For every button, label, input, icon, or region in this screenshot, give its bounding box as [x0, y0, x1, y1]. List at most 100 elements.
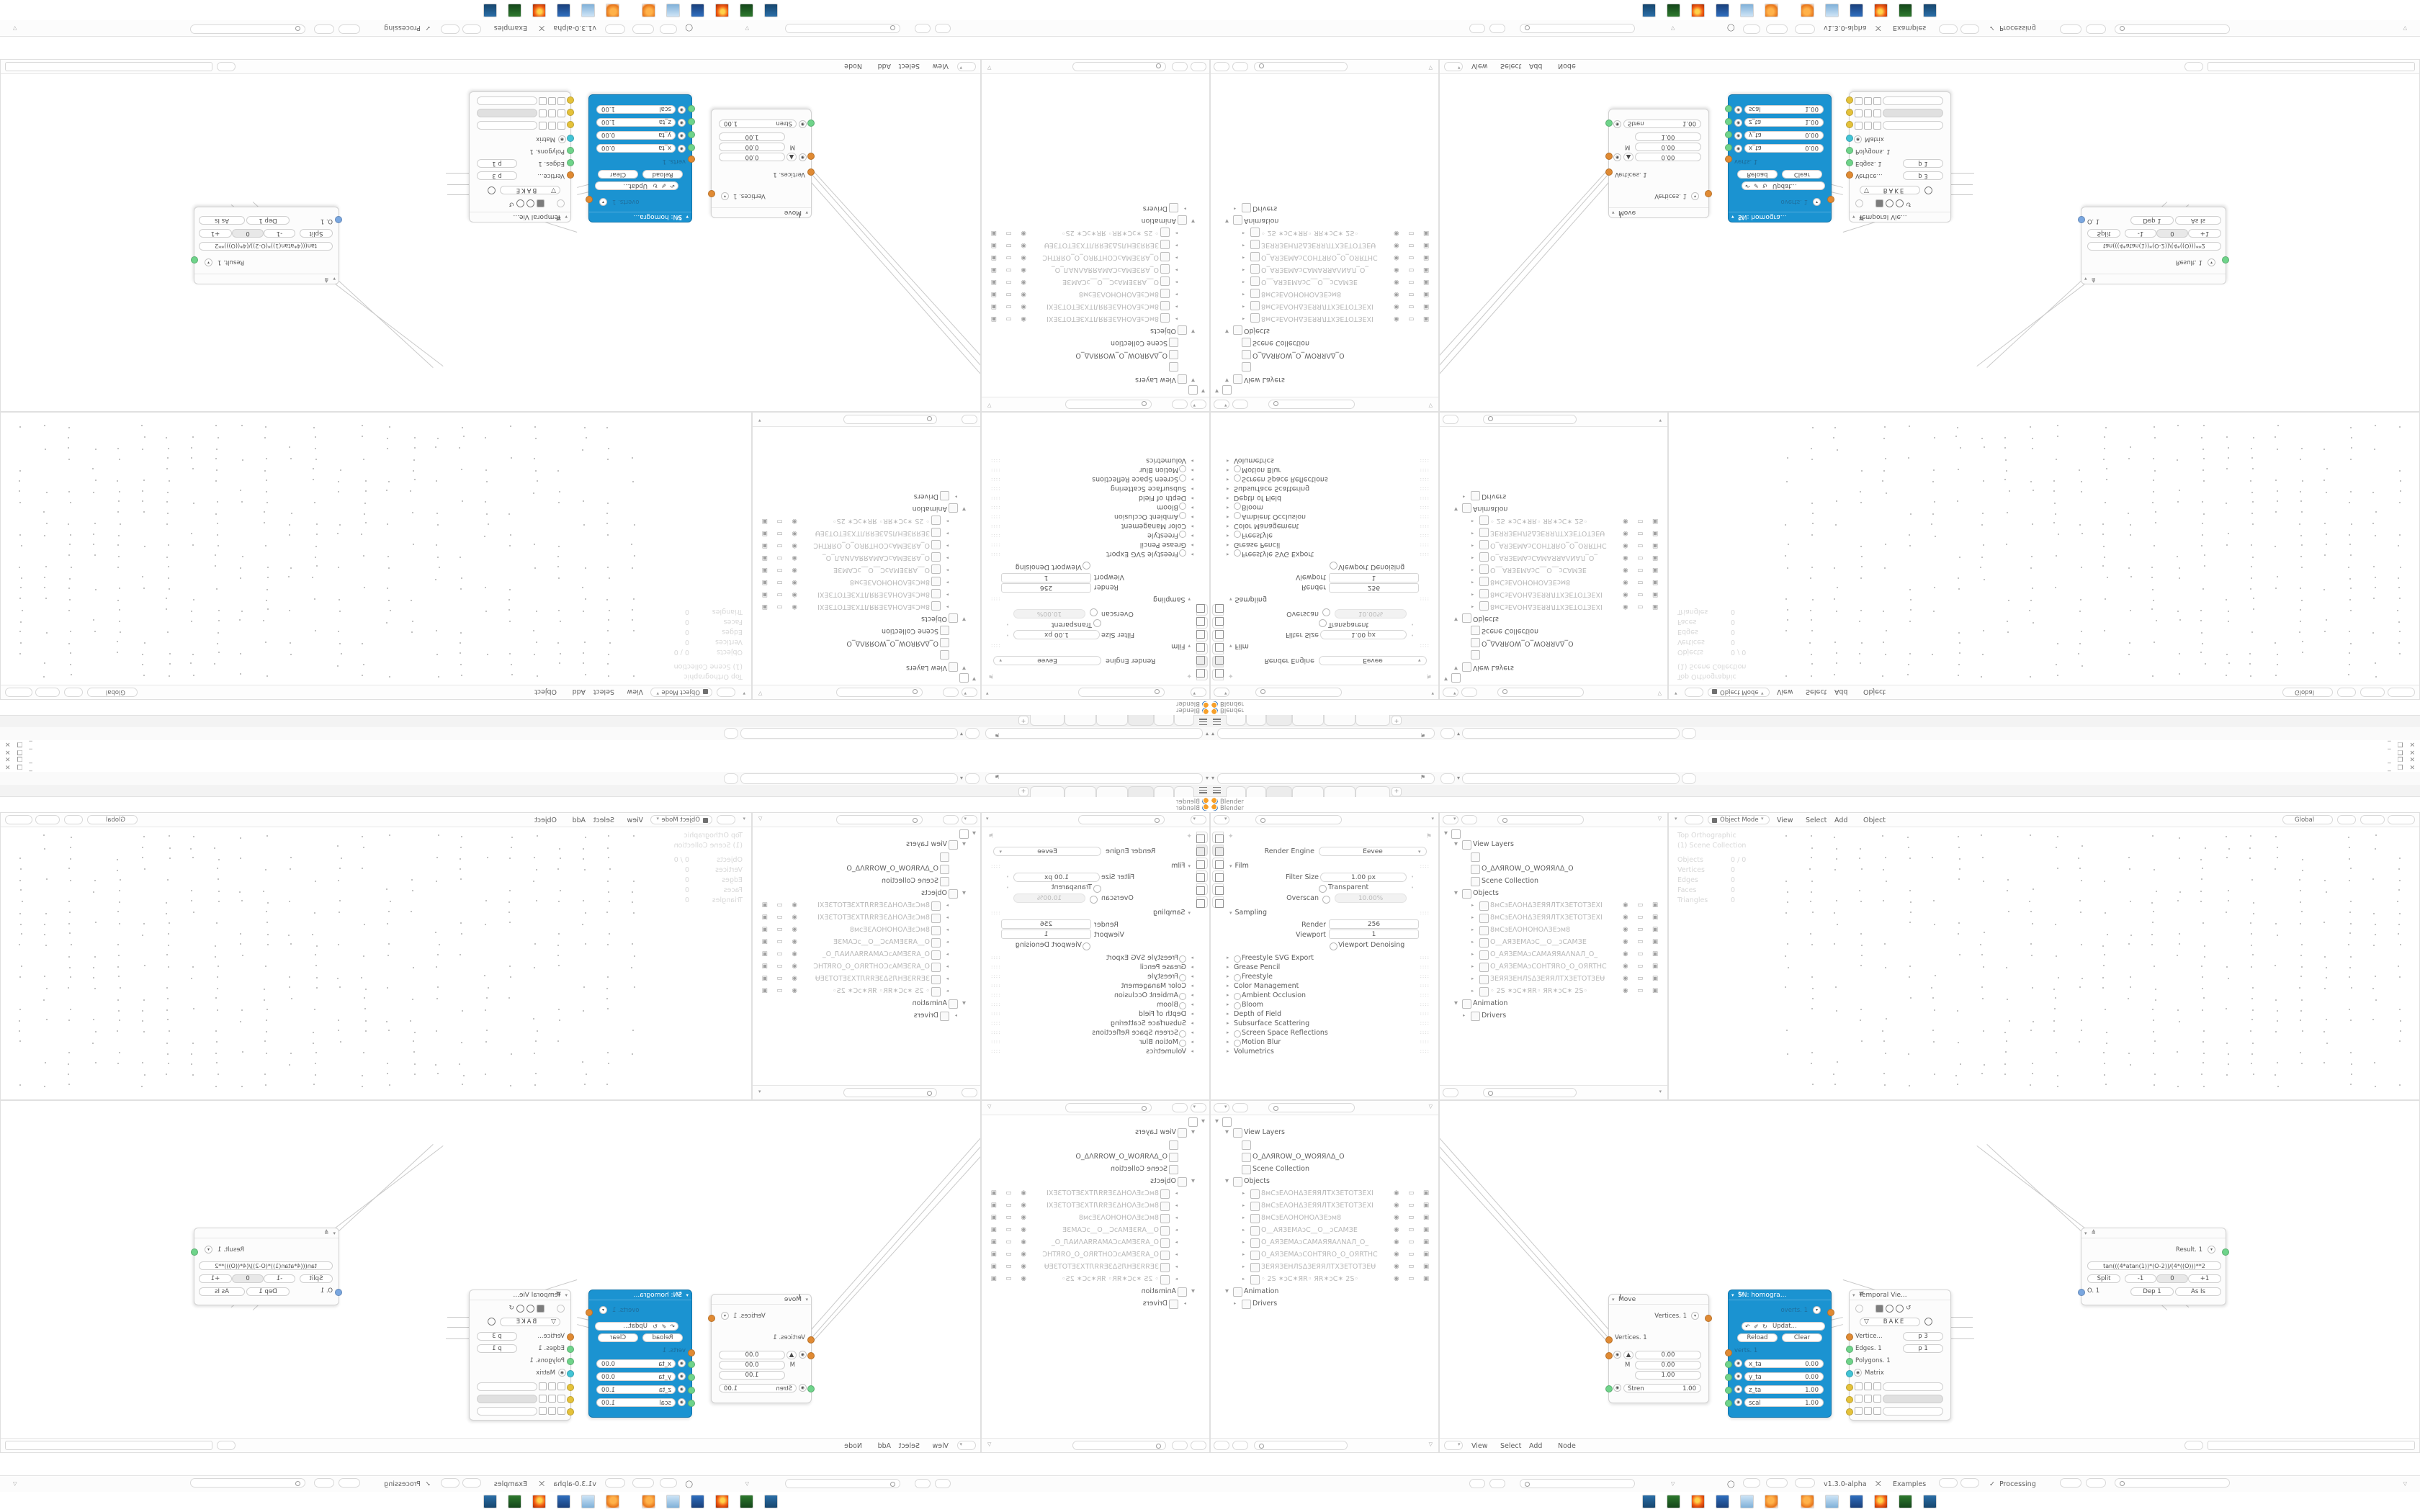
section-label-10[interactable]: Volumetrics [1146, 456, 1186, 464]
outliner-row[interactable]: ▸ Drivers [753, 1009, 980, 1022]
outliner-row[interactable]: Scene Collection [1211, 337, 1438, 349]
status-examples[interactable]: Examples [1893, 1480, 1927, 1488]
socket-tv-extra-0[interactable] [1846, 1384, 1853, 1391]
taskbar-blender-icon[interactable] [642, 4, 655, 17]
outliner-search-2[interactable] [1065, 1103, 1152, 1112]
sampling-render-field[interactable]: 256 [1001, 919, 1091, 929]
disclosure-triangle[interactable]: ▸ [1242, 1227, 1245, 1233]
node-menu-view[interactable]: View [1471, 1442, 1488, 1450]
transform-icon-1[interactable] [1873, 1395, 1881, 1403]
socket-tv-3[interactable] [1846, 1370, 1853, 1377]
node-sn-update-button[interactable]: ↶ ✐ ↻ Updat... [1742, 1322, 1825, 1331]
section-arrow-1[interactable]: ▸ [1191, 542, 1193, 548]
section-arrow-2[interactable]: ▸ [1191, 973, 1193, 979]
vector-icon-2[interactable]: ◉ [1613, 120, 1621, 128]
browser-tab-5[interactable] [1030, 786, 1065, 797]
outliner-row[interactable]: ▼ View Layers [1211, 1126, 1438, 1138]
taskbar-alt-image-icon[interactable] [1825, 1495, 1839, 1508]
section-checkbox-9[interactable] [1234, 1040, 1241, 1047]
properties-tab-output-icon[interactable] [1212, 858, 1224, 869]
footer-search-2[interactable] [1254, 1441, 1348, 1450]
outliner-row[interactable]: ▸ ЗEЯЯЗEHЛSΔЗEЯЯЛTXЗETOTЗEɄ ◉ ▭ ▣ [753, 973, 980, 985]
visibility-toggles[interactable]: ◉ ▭ ▣ [987, 1275, 1026, 1282]
socket-tv-3[interactable] [1846, 135, 1853, 142]
footer-search[interactable] [843, 415, 937, 424]
visibility-toggles[interactable]: ◉ ▭ ▣ [758, 591, 797, 598]
outliner-row[interactable]: ▸ Drivers [982, 202, 1209, 215]
status-data-mode[interactable] [2086, 24, 2106, 34]
socket-in-m[interactable] [807, 1352, 815, 1359]
outliner-row[interactable]: ▸ O_AЯЗEMAɔCAMAЯЯAΛNАЛ_O_ ◉ ▭ ▣ [1440, 552, 1667, 564]
node-formula[interactable]: ▾ ⋔ Result. 1 ▾ tan(((4*atan(1))*(O-2))/(4*(… [2078, 1228, 2229, 1305]
footer-search[interactable] [843, 1088, 937, 1097]
socket-in-z_ta[interactable] [688, 118, 695, 125]
taskbar-floppy-icon[interactable] [1716, 1495, 1729, 1508]
visibility-toggles[interactable]: ◉ ▭ ▣ [1623, 603, 1662, 611]
node-sn-reload-button[interactable]: Reload [1737, 1333, 1778, 1342]
render-engine-select[interactable]: Eevee [993, 656, 1101, 665]
socket-in-vertices[interactable] [1605, 1336, 1613, 1344]
status-extra-icon[interactable] [915, 24, 931, 33]
outliner-row[interactable]: ▼ View Layers [1440, 838, 1667, 850]
sampling-viewport-field[interactable]: 1 [1329, 930, 1419, 939]
socket-tv-extra-2[interactable] [1846, 96, 1853, 104]
copy-button-right[interactable] [724, 728, 738, 739]
disclosure-triangle[interactable]: ▸ [1471, 902, 1474, 908]
node-move-value-0[interactable]: 0.00 [719, 1351, 785, 1359]
status-search-2[interactable] [2115, 24, 2230, 34]
pin-icon[interactable]: ⚑ [1425, 833, 1433, 840]
node-formula[interactable]: ▾ ⋔ Result. 1 ▾ tan(((4*atan(1))*(O-2))/(4*(… [191, 1228, 342, 1305]
outliner-row[interactable]: ▸ 8мCзEΛOHΔЗEЯЯЛTXЗETOTЗEXI ◉ ▭ ▣ [982, 312, 1209, 325]
status-console-button[interactable] [441, 24, 460, 34]
taskbar-image-icon[interactable] [1740, 4, 1754, 17]
outliner-row[interactable]: ▸ O_AЯЗEMAɔCOHTЯRO_O_OЯRTHC ◉ ▭ ▣ [982, 1248, 1209, 1261]
visibility-toggles[interactable]: ◉ ▭ ▣ [987, 230, 1026, 237]
chevron-down-icon[interactable]: ▾ [1453, 690, 1456, 696]
transform-icon-2[interactable] [1873, 97, 1881, 105]
disclosure-triangle[interactable]: ▸ [946, 939, 949, 945]
material-icon-2[interactable] [1864, 97, 1872, 105]
node-sn-reload-button[interactable]: Reload [1737, 170, 1778, 179]
node-menu-select[interactable]: Select [898, 1442, 920, 1450]
node-move[interactable]: ▾ Move ┖ Vertices. 1 ▾ Vertices. 1 ◉ ▲ 0.00 0.00 1… [708, 1294, 815, 1403]
visibility-toggles[interactable]: ◉ ▭ ▣ [1623, 926, 1662, 933]
node-move-strength-field[interactable]: Stren 1.00 [1623, 120, 1701, 128]
node-sn-field-y_ta[interactable]: y_ta 0.00 [596, 1372, 676, 1381]
copy-button-left[interactable] [965, 728, 980, 739]
section-arrow-7[interactable]: ▸ [1191, 486, 1193, 492]
browser-tab-0[interactable] [1174, 786, 1194, 797]
outliner-row[interactable]: O_ΔɅЯROW_O_WOЯЯΛΔ_O [1211, 349, 1438, 361]
visibility-toggles[interactable]: ◉ ▭ ▣ [1623, 579, 1662, 586]
chevron-down-icon[interactable]: ▾ [999, 657, 1002, 663]
editor-type-selector[interactable] [1685, 815, 1703, 824]
section-checkbox-5[interactable] [1234, 503, 1241, 510]
node-formula-stepper-minus[interactable]: -1 [264, 229, 295, 238]
outliner-search-2[interactable] [1268, 400, 1355, 409]
disclosure-triangle[interactable]: ▸ [1242, 230, 1245, 236]
socket-tv-extra-1[interactable] [567, 109, 574, 116]
node-formula-header[interactable]: ▾ ⋔ [2081, 1228, 2226, 1238]
section-label-2[interactable]: Freestyle [1147, 531, 1178, 539]
disclosure-triangle[interactable]: ▸ [1175, 1215, 1178, 1220]
viewport-menu-select[interactable]: Select [1806, 688, 1827, 696]
footer-extra-2[interactable] [1172, 1441, 1188, 1450]
section-label-1[interactable]: Grease Pencil [1139, 541, 1186, 549]
vector-icon-2[interactable]: ◉ [1734, 1385, 1742, 1393]
section-arrow-8[interactable]: ▸ [1191, 1030, 1193, 1035]
section-checkbox-9[interactable] [1234, 465, 1241, 472]
socket-out-overts[interactable] [1827, 196, 1834, 203]
outliner-row[interactable]: ▼ Animation [753, 997, 980, 1009]
node-formula-stepper-minus[interactable]: -1 [2125, 229, 2156, 238]
animate-dot-icon[interactable]: • [1411, 632, 1415, 638]
socket-tv-2[interactable] [1846, 1358, 1853, 1365]
outliner-row[interactable] [982, 361, 1209, 374]
layout-icon-2[interactable] [557, 1407, 565, 1415]
node-tv-header[interactable]: ▾ Temporal Vie... ✐ [470, 1290, 570, 1300]
status-mode-icon[interactable] [935, 24, 951, 33]
section-label-0[interactable]: Freestyle SVG Export [1106, 550, 1178, 558]
section-checkbox-0[interactable] [1234, 955, 1241, 963]
status-toggle-3[interactable] [605, 24, 625, 34]
socket-tv-extra-0[interactable] [567, 121, 574, 128]
visibility-toggles[interactable]: ◉ ▭ ▣ [1394, 1251, 1433, 1258]
outliner-row[interactable]: ▸ ЗEЯЯЗEHЛSΔЗEЯЯЛTXЗETOTЗEɄ ◉ ▭ ▣ [1440, 527, 1667, 539]
